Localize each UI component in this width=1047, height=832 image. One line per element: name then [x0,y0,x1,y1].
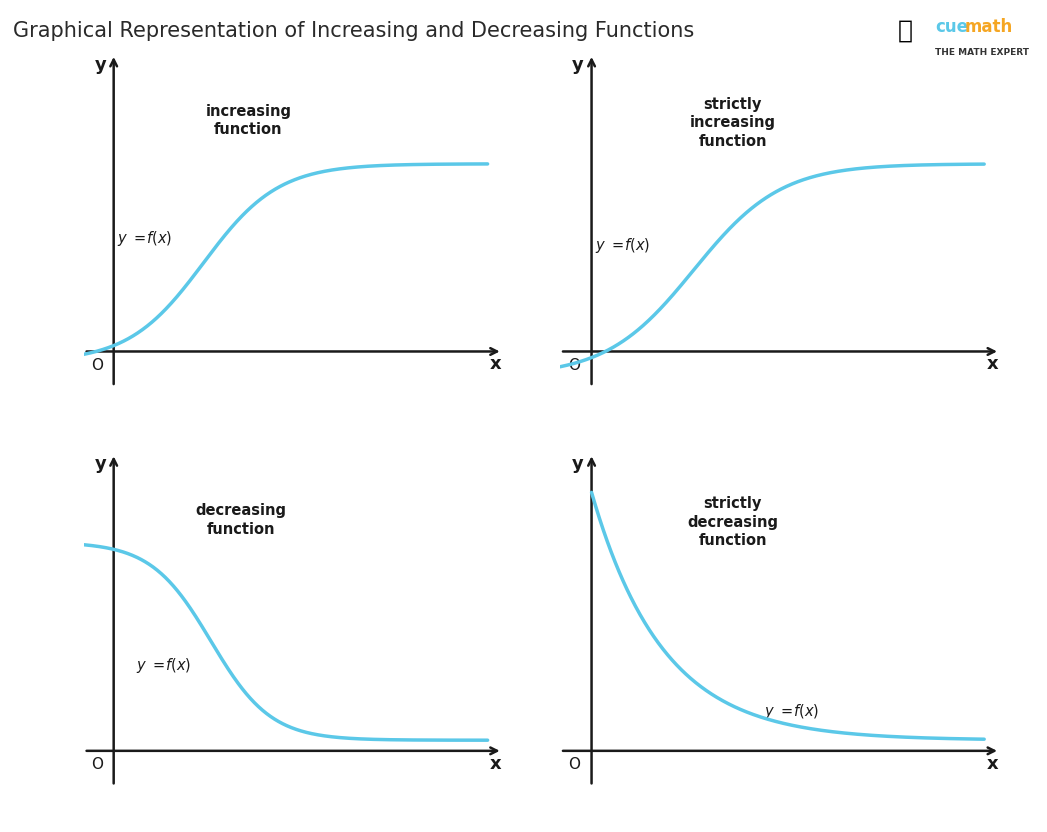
Text: THE MATH EXPERT: THE MATH EXPERT [935,48,1029,57]
Text: O: O [569,358,580,373]
Text: math: math [964,18,1012,37]
Text: strictly
increasing
function: strictly increasing function [690,97,776,149]
Text: $y\ =\!\mathit{f}(x)$: $y\ =\!\mathit{f}(x)$ [764,702,820,721]
Text: x: x [986,755,998,773]
Text: O: O [91,757,104,772]
Text: y: y [94,455,106,473]
Text: x: x [986,355,998,374]
Text: Graphical Representation of Increasing and Decreasing Functions: Graphical Representation of Increasing a… [13,21,694,41]
Text: y: y [572,455,583,473]
Text: O: O [569,757,580,772]
Text: $y\ =\!\mathit{f}(x)$: $y\ =\!\mathit{f}(x)$ [136,656,192,676]
Text: x: x [489,755,500,773]
Text: 🚀: 🚀 [897,18,912,42]
Text: $y\ =\!\mathit{f}(x)$: $y\ =\!\mathit{f}(x)$ [596,235,651,255]
Text: x: x [489,355,500,374]
Text: decreasing
function: decreasing function [196,503,286,537]
Text: $y\ =\!\mathit{f}(x)$: $y\ =\!\mathit{f}(x)$ [117,229,173,248]
Text: y: y [94,56,106,74]
Text: y: y [572,56,583,74]
Text: strictly
decreasing
function: strictly decreasing function [688,496,778,548]
Text: cue: cue [935,18,968,37]
Text: increasing
function: increasing function [205,104,291,137]
Text: O: O [91,358,104,373]
